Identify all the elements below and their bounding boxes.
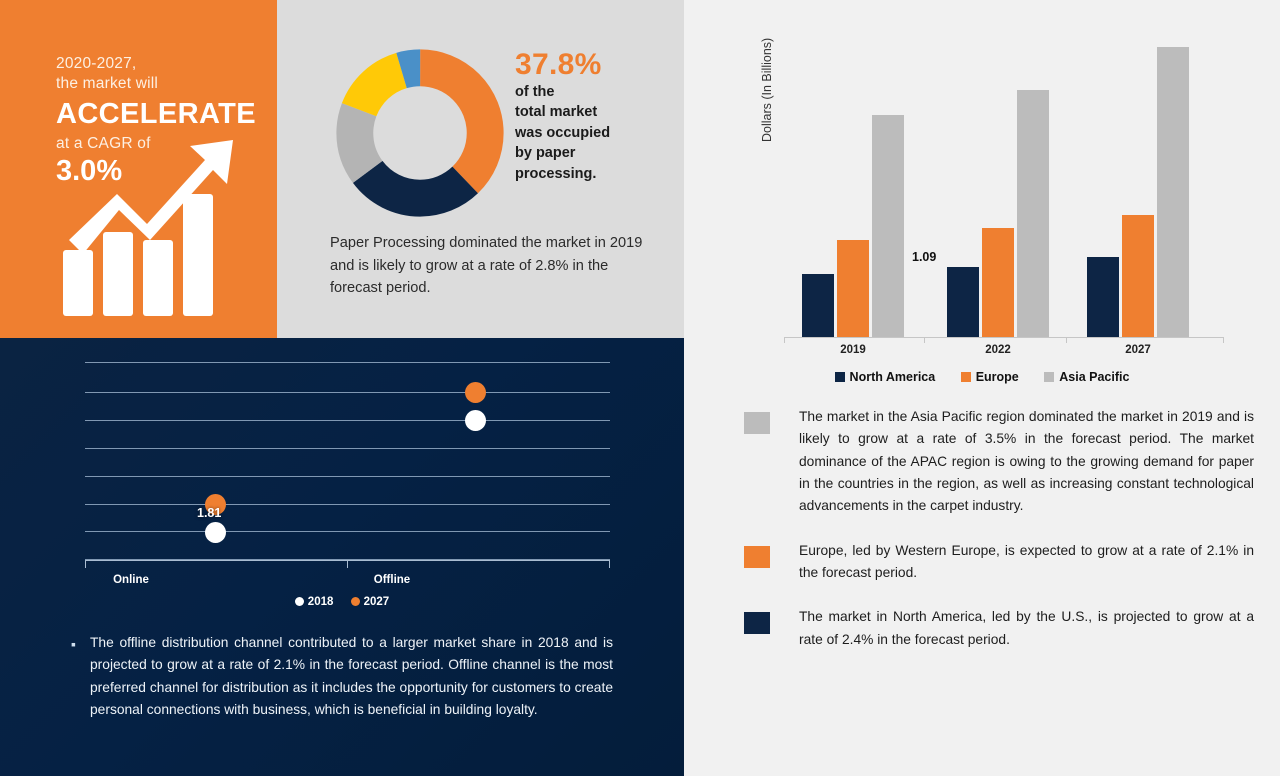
region-note-europe: Europe, led by Western Europe, is expect… (744, 540, 1254, 585)
growth-arrow-icon (63, 140, 233, 316)
axis-tick (347, 560, 348, 568)
donut-percent-value: 37.8% (515, 48, 602, 81)
region-note-text-north-america: The market in North America, led by the … (799, 609, 1254, 647)
legend-item-2027[interactable]: 2027 (350, 596, 390, 608)
accelerate-subtitle: the market will (56, 75, 159, 93)
bar-asia-pacific-2027[interactable] (1157, 47, 1189, 337)
bar-north-america-2019[interactable] (802, 274, 834, 337)
swatch-europe (744, 545, 770, 568)
legend-label-2018: 2018 (307, 596, 334, 608)
legend-item-europe[interactable]: Europe (960, 370, 1019, 384)
donut-callout-line-2: total market (515, 104, 598, 121)
bullet-marker: ▪ (71, 636, 76, 652)
bullet-text: The offline distribution channel contrib… (90, 635, 613, 718)
donut-callout: 37.8% of the total market was occupied b… (515, 48, 675, 184)
swatch-north-america (744, 612, 770, 635)
legend-swatch-2018 (294, 597, 304, 606)
dotplot-category-offline: Offline (373, 574, 411, 586)
legend-label-north-america: North America (849, 370, 936, 384)
dotplot-x-axis (85, 560, 610, 574)
region-note-text-asia-pacific: The market in the Asia Pacific region do… (799, 409, 1254, 514)
bar-value-label-north-america-2022: 1.09 (912, 250, 937, 264)
legend-item-north-america[interactable]: North America (834, 370, 936, 384)
bar-chart-legend: North America Europe Asia Pacific (684, 370, 1280, 384)
dot-2018-online[interactable] (205, 522, 226, 543)
dot-2018-offline[interactable] (465, 410, 486, 431)
bar-chart-category-2019: 2019 (840, 344, 866, 356)
gridline (85, 504, 610, 505)
region-note-text-europe: Europe, led by Western Europe, is expect… (799, 542, 1254, 581)
bar-chart-tick (1223, 338, 1224, 343)
legend-label-europe: Europe (975, 370, 1019, 384)
donut-callout-line-3: was occupied (515, 124, 611, 141)
gridline (85, 448, 610, 449)
donut-callout-line-1: of the (515, 84, 555, 100)
left-column: 2020-2027, the market will ACCELERATE at… (0, 0, 684, 776)
donut-callout-line-5: processing. (515, 165, 597, 182)
bar-europe-2022[interactable] (982, 228, 1014, 337)
donut-chart (334, 47, 506, 219)
gridline (85, 392, 610, 393)
region-note-north-america: The market in North America, led by the … (744, 606, 1254, 651)
gridline (85, 362, 610, 363)
right-column: Dollars (In Billions) 1.09 (684, 0, 1280, 776)
legend-swatch-asia-pacific (1044, 372, 1055, 382)
dot-2027-offline[interactable] (465, 382, 486, 403)
bar-chart-tick (1066, 338, 1067, 343)
legend-item-asia-pacific[interactable]: Asia Pacific (1044, 370, 1129, 384)
legend-label-asia-pacific: Asia Pacific (1059, 370, 1130, 384)
legend-item-2018[interactable]: 2018 (294, 596, 334, 608)
donut-slice-5 (336, 49, 504, 217)
bar-asia-pacific-2022[interactable] (1017, 90, 1049, 337)
accelerate-cagr-label: at a CAGR of (56, 134, 151, 152)
dot-value-label: 1.81 (197, 506, 222, 520)
swatch-asia-pacific (744, 412, 770, 434)
legend-swatch-europe (960, 372, 971, 382)
donut-panel: 37.8% of the total market was occupied b… (277, 0, 684, 338)
legend-swatch-north-america (834, 372, 845, 382)
bar-chart-y-axis-label: Dollars (In Billions) (760, 37, 774, 142)
dotplot-chart: 1.81 (85, 358, 610, 573)
bar-north-america-2022[interactable] (947, 267, 979, 337)
legend-label-2027: 2027 (363, 596, 390, 608)
gridline (85, 420, 610, 421)
bar-chart-tick (924, 338, 925, 343)
bar-chart-tick (784, 338, 785, 343)
distribution-channel-bullet: ▪ The offline distribution channel contr… (68, 632, 613, 721)
bar-chart-baseline (784, 337, 1224, 338)
accelerate-text-block: 2020-2027, the market will ACCELERATE at… (56, 55, 271, 188)
bar-europe-2019[interactable] (837, 240, 869, 337)
accelerate-panel: 2020-2027, the market will ACCELERATE at… (0, 0, 277, 338)
gridline (85, 476, 610, 477)
bar-europe-2027[interactable] (1122, 215, 1154, 337)
bar-chart-plot-area: 1.09 2019 2022 2027 (784, 18, 1224, 356)
regional-bar-chart: Dollars (In Billions) 1.09 (684, 0, 1280, 400)
donut-slice-3 (336, 49, 504, 217)
accelerate-cagr-value: 3.0% (56, 155, 123, 188)
donut-slice-2 (336, 49, 504, 217)
accelerate-period: 2020-2027, (56, 55, 137, 72)
axis-tick (85, 560, 86, 568)
accelerate-headline: ACCELERATE (56, 97, 257, 130)
dot-2027-online[interactable] (205, 494, 226, 515)
legend-swatch-2027 (350, 597, 360, 606)
bar-chart-category-2022: 2022 (985, 344, 1011, 356)
dotplot-category-online: Online (113, 574, 149, 586)
distribution-channel-panel: 1.81 Online Offline 2018 2027 ▪ (0, 338, 684, 776)
region-notes-list: The market in the Asia Pacific region do… (744, 406, 1254, 673)
donut-note-text: Paper Processing dominated the market in… (330, 235, 643, 297)
bar-chart-category-2027: 2027 (1125, 344, 1151, 356)
donut-slice-paper-processing (336, 49, 504, 217)
region-note-asia-pacific: The market in the Asia Pacific region do… (744, 406, 1254, 518)
gridline (85, 531, 610, 532)
dotplot-legend: 2018 2027 (0, 596, 684, 608)
bar-asia-pacific-2019[interactable] (872, 115, 904, 337)
gridline (85, 559, 610, 560)
bar-north-america-2027[interactable] (1087, 257, 1119, 337)
axis-tick (609, 560, 610, 568)
donut-callout-line-4: by paper (515, 145, 576, 162)
